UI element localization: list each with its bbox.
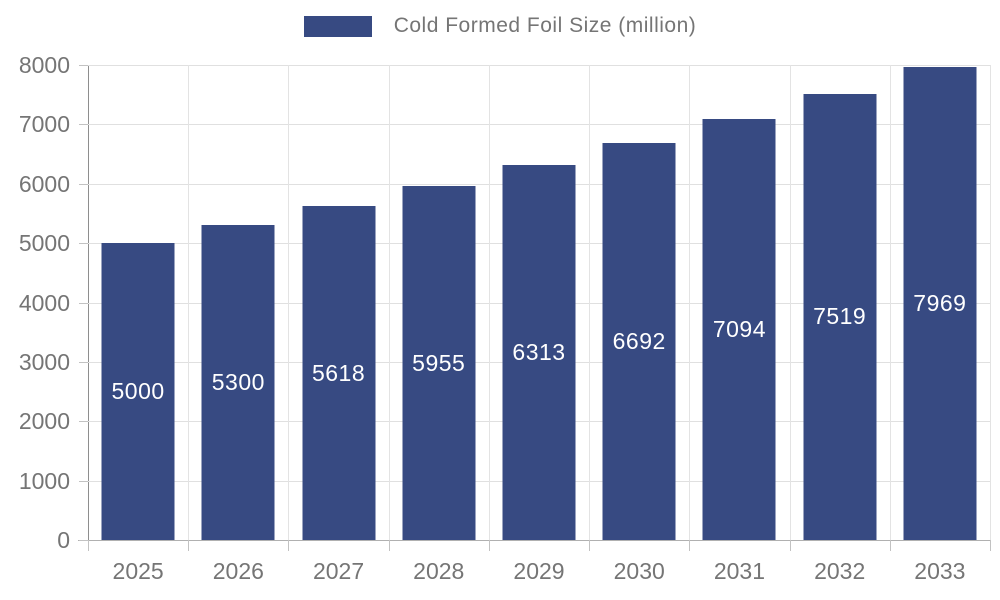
y-axis-tick-label: 4000 bbox=[18, 289, 70, 316]
bar-value-label: 7969 bbox=[913, 289, 967, 316]
bar-value-label: 5618 bbox=[311, 359, 366, 386]
x-gridline bbox=[889, 65, 891, 540]
bar-value-label: 5000 bbox=[111, 378, 165, 405]
y-axis-tick-label: 0 bbox=[57, 527, 70, 553]
x-axis-tick bbox=[488, 540, 490, 551]
x-axis-tick-label: 2030 bbox=[613, 558, 665, 584]
legend[interactable]: Cold Formed Foil Size (million) bbox=[0, 14, 1000, 38]
y-axis-line bbox=[88, 65, 89, 550]
x-axis-tick bbox=[689, 540, 691, 551]
x-gridline bbox=[488, 65, 490, 540]
x-axis-tick-label: 2029 bbox=[513, 558, 565, 584]
y-axis-tick-label: 7000 bbox=[18, 111, 70, 138]
bar-value-label: 6692 bbox=[612, 327, 666, 354]
legend-label: Cold Formed Foil Size (million) bbox=[393, 14, 697, 37]
bar-value-label: 7519 bbox=[813, 303, 867, 330]
y-axis-tick-label: 1000 bbox=[18, 467, 70, 494]
bar-2025[interactable]: 5000 bbox=[101, 243, 175, 540]
bar-value-label: 6313 bbox=[512, 339, 566, 366]
x-gridline bbox=[388, 65, 390, 540]
y-axis-tick bbox=[79, 124, 88, 126]
bar-2033[interactable]: 7969 bbox=[903, 66, 977, 540]
x-gridline bbox=[789, 65, 791, 540]
x-axis-line bbox=[78, 540, 990, 541]
x-axis-tick bbox=[388, 540, 390, 551]
bar-2027[interactable]: 5618 bbox=[302, 206, 376, 540]
bar-2031[interactable]: 7094 bbox=[702, 118, 776, 540]
y-axis-tick-label: 3000 bbox=[18, 348, 70, 375]
x-axis-tick-label: 2033 bbox=[914, 558, 966, 584]
x-axis-tick bbox=[589, 540, 591, 551]
x-axis-tick bbox=[789, 540, 791, 551]
bar-2029[interactable]: 6313 bbox=[502, 165, 576, 540]
y-axis-tick bbox=[79, 65, 88, 66]
y-axis-tick bbox=[79, 361, 88, 363]
y-axis-tick bbox=[79, 480, 88, 482]
x-gridline bbox=[990, 65, 991, 540]
bar-2030[interactable]: 6692 bbox=[602, 142, 676, 540]
y-axis-tick bbox=[79, 183, 88, 185]
y-gridline bbox=[88, 124, 990, 126]
bar-value-label: 7094 bbox=[712, 315, 767, 342]
x-gridline bbox=[589, 65, 591, 540]
x-axis-tick bbox=[88, 540, 89, 551]
x-axis-tick bbox=[288, 540, 290, 551]
x-axis-tick-label: 2028 bbox=[413, 558, 465, 584]
y-axis-tick bbox=[79, 302, 88, 304]
x-axis-tick-label: 2031 bbox=[713, 558, 766, 584]
y-axis-tick bbox=[79, 243, 88, 245]
x-axis-tick-label: 2032 bbox=[814, 558, 866, 584]
x-gridline bbox=[288, 65, 290, 540]
plot-area: 0 1000 2000 3000 4000 5000 6000 7000 8000 5000 202… bbox=[19, 53, 991, 584]
x-axis-tick bbox=[990, 540, 991, 551]
y-axis-tick-label: 8000 bbox=[18, 52, 70, 78]
x-axis-tick-label: 2027 bbox=[312, 558, 365, 584]
bar-2028[interactable]: 5955 bbox=[402, 186, 476, 540]
y-axis-tick-label: 2000 bbox=[18, 408, 70, 435]
x-axis-tick bbox=[889, 540, 891, 551]
y-axis-tick-label: 5000 bbox=[18, 230, 70, 257]
y-axis-tick bbox=[79, 540, 88, 541]
bar-value-label: 5300 bbox=[211, 369, 265, 396]
x-axis-tick-label: 2025 bbox=[112, 558, 164, 584]
legend-swatch-icon bbox=[303, 15, 372, 37]
y-axis-tick bbox=[79, 421, 88, 423]
bar-2026[interactable]: 5300 bbox=[201, 225, 275, 540]
bar-2032[interactable]: 7519 bbox=[803, 93, 877, 540]
x-gridline bbox=[188, 65, 190, 540]
y-gridline bbox=[88, 65, 990, 66]
bar-value-label: 5955 bbox=[412, 349, 466, 376]
x-axis-tick bbox=[188, 540, 190, 551]
x-gridline bbox=[689, 65, 691, 540]
x-axis-tick-label: 2026 bbox=[212, 558, 264, 584]
y-axis-tick-label: 6000 bbox=[18, 170, 70, 197]
